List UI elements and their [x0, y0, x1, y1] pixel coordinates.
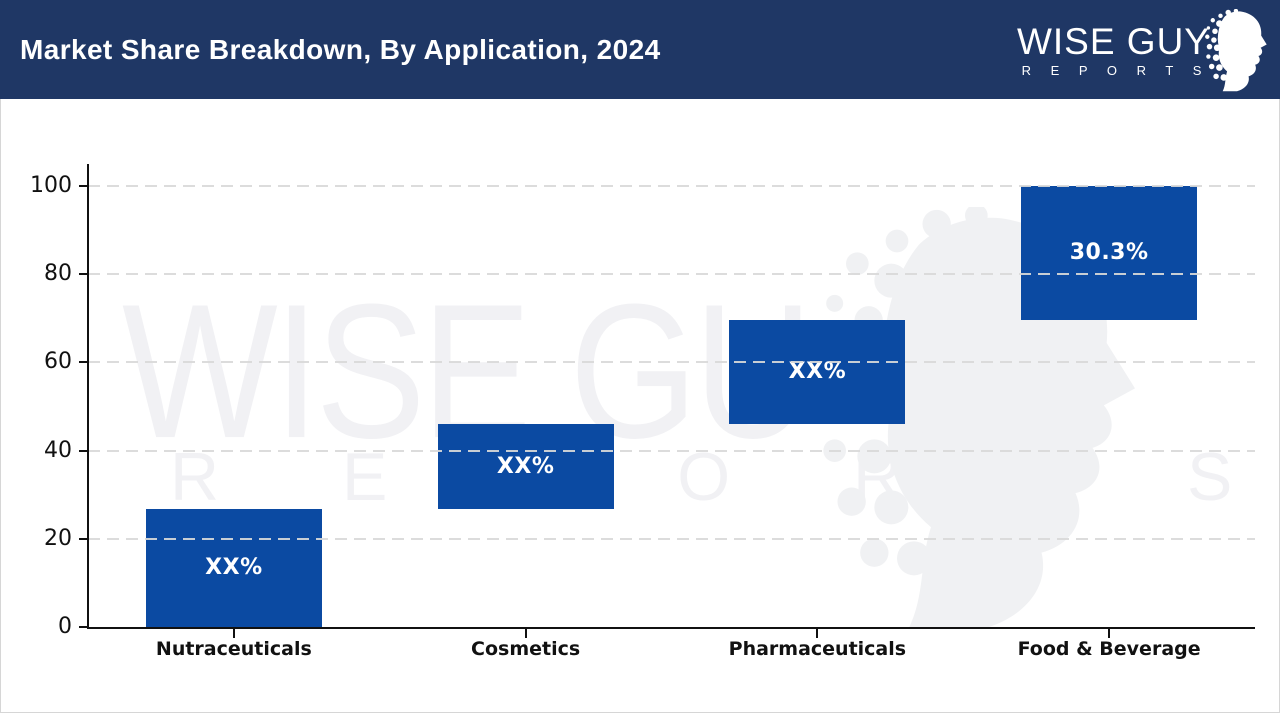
header: Market Share Breakdown, By Application, …: [0, 0, 1280, 99]
brand-logo: WISE GUY R E P O R T S: [1017, 7, 1270, 93]
brand-subtitle: R E P O R T S: [1021, 62, 1210, 78]
chart-title: Market Share Breakdown, By Application, …: [20, 33, 661, 65]
brand-wordmark: WISE GUY R E P O R T S: [1016, 20, 1210, 78]
watermark-face-icon: [812, 207, 1152, 632]
brand-face-icon: [1204, 9, 1270, 92]
brand-name: WISE GUY: [1016, 20, 1210, 62]
